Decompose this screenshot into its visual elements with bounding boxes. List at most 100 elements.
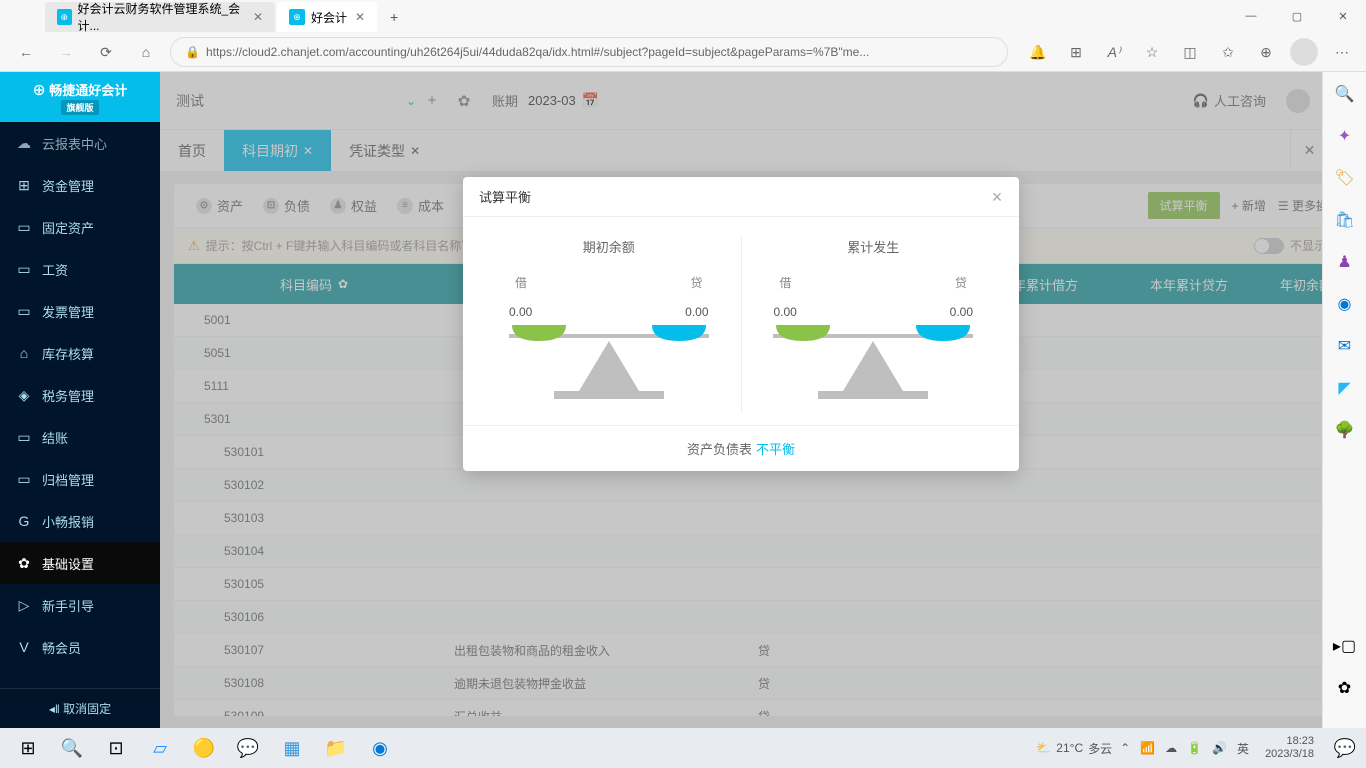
outlook-icon[interactable]: ✉ — [1333, 334, 1357, 358]
window-close[interactable]: ✕ — [1320, 0, 1366, 32]
sidebar-item-guide[interactable]: ▷新手引导 — [0, 584, 160, 626]
task-view-button[interactable]: ⊡ — [94, 728, 138, 768]
sidebar-item-archive[interactable]: ▭归档管理 — [0, 458, 160, 500]
back-button[interactable]: ← — [10, 36, 42, 68]
wifi-icon[interactable]: 📶 — [1140, 741, 1155, 755]
games-icon[interactable]: ♟ — [1333, 250, 1357, 274]
ime-indicator[interactable]: 英 — [1237, 740, 1249, 757]
modal-footer: 资产负债表 不平衡 — [463, 425, 1019, 471]
reload-button[interactable]: ⟳ — [90, 36, 122, 68]
sparkle-icon[interactable]: ✦ — [1333, 124, 1357, 148]
tab-title: 好会计云财务软件管理系统_会计... — [78, 0, 245, 34]
box-icon: ▭ — [16, 261, 32, 277]
trial-balance-modal: 试算平衡 × 期初余额 借贷 0.000.00 — [463, 177, 1019, 471]
sidebar-item-salary[interactable]: ▭工资 — [0, 248, 160, 290]
scale-opening-balance: 期初余额 借贷 0.000.00 — [477, 237, 742, 413]
sidebar-collapse-button[interactable]: ◂‖ 取消固定 — [0, 688, 160, 728]
modal-close-button[interactable]: × — [983, 183, 1011, 211]
browser-tabs: ⊕ 好会计云财务软件管理系统_会计... ✕ ⊕ 好会计 ✕ + — [0, 0, 1366, 32]
modal-header: 试算平衡 × — [463, 177, 1019, 217]
tab-close-icon[interactable]: ✕ — [253, 10, 263, 24]
battery-icon[interactable]: 🔋 — [1187, 741, 1202, 755]
taskbar-app2[interactable]: ▦ — [270, 728, 314, 768]
taskbar-wechat[interactable]: 💬 — [226, 728, 270, 768]
box-icon: ▭ — [16, 303, 32, 319]
notification-icon[interactable]: 🔔 — [1024, 38, 1052, 66]
browser-tab-2[interactable]: ⊕ 好会计 ✕ — [277, 2, 377, 32]
sidebar-item-settings[interactable]: ✿基础设置 — [0, 542, 160, 584]
shopping-icon[interactable]: 🛍 — [1333, 208, 1357, 232]
profile-avatar[interactable] — [1290, 38, 1318, 66]
app-container: ⊕ 畅捷通好会计 旗舰版 ☁云报表中心 ⊞资金管理 ▭固定资产 ▭工资 ▭发票管… — [0, 72, 1366, 728]
sidebar-item-inventory[interactable]: ⌂库存核算 — [0, 332, 160, 374]
sidebar-item-assets[interactable]: ▭固定资产 — [0, 206, 160, 248]
weather-widget[interactable]: ⛅ 21°C 多云 — [1036, 740, 1112, 757]
notifications-button[interactable]: 💬 — [1330, 728, 1360, 768]
favorites-list-icon[interactable]: ✩ — [1214, 38, 1242, 66]
chevron-up-icon[interactable]: ⌃ — [1120, 741, 1130, 755]
modal-title: 试算平衡 — [479, 187, 531, 206]
tab-favicon-icon: ⊕ — [57, 9, 72, 25]
taskbar-edge[interactable]: ◉ — [358, 728, 402, 768]
extensions-icon[interactable]: ⊞ — [1062, 38, 1090, 66]
play-icon: ▷ — [16, 597, 32, 613]
plant-icon[interactable]: 🌳 — [1333, 418, 1357, 442]
forward-button[interactable]: → — [50, 36, 82, 68]
tab-title: 好会计 — [311, 9, 347, 26]
box-icon: ▭ — [16, 471, 32, 487]
collections-icon[interactable]: ⊕ — [1252, 38, 1280, 66]
sidebar-item-tax[interactable]: ◈税务管理 — [0, 374, 160, 416]
sidebar-item-funds[interactable]: ⊞资金管理 — [0, 164, 160, 206]
url-text: https://cloud2.chanjet.com/accounting/uh… — [206, 45, 869, 59]
tab-close-icon[interactable]: ✕ — [355, 10, 365, 24]
clock[interactable]: 18:23 2023/3/18 — [1265, 735, 1314, 761]
sidebar-icon[interactable]: ◫ — [1176, 38, 1204, 66]
logo: ⊕ 畅捷通好会计 旗舰版 — [0, 72, 160, 122]
sidebar-item-closing[interactable]: ▭结账 — [0, 416, 160, 458]
balance-scale-icon — [758, 323, 988, 413]
favorite-icon[interactable]: ☆ — [1138, 38, 1166, 66]
logo-badge: 旗舰版 — [61, 100, 98, 115]
weather-icon: ⛅ — [1036, 741, 1051, 755]
rail-toggle-icon[interactable]: ▸▢ — [1333, 634, 1357, 658]
start-button[interactable]: ⊞ — [6, 728, 50, 768]
menu-icon[interactable]: ⋯ — [1328, 38, 1356, 66]
new-tab-button[interactable]: + — [379, 2, 409, 32]
browser-tab-1[interactable]: ⊕ 好会计云财务软件管理系统_会计... ✕ — [45, 2, 275, 32]
edge-icon[interactable]: ◉ — [1333, 292, 1357, 316]
box-icon: ▭ — [16, 429, 32, 445]
g-icon: G — [16, 513, 32, 529]
gear-icon: ✿ — [16, 555, 32, 571]
modal-overlay[interactable]: 试算平衡 × 期初余额 借贷 0.000.00 — [160, 72, 1322, 728]
tab-favicon-icon: ⊕ — [289, 9, 305, 25]
home-button[interactable]: ⌂ — [130, 36, 162, 68]
sidebar-item-expense[interactable]: G小畅报销 — [0, 500, 160, 542]
balance-scale-icon — [494, 323, 724, 413]
edge-side-rail: 🔍 ✦ 🏷 🛍 ♟ ◉ ✉ ◤ 🌳 ▸▢ ✿ — [1322, 72, 1366, 728]
diamond-icon: ◈ — [16, 387, 32, 403]
sidebar-item-report[interactable]: ☁云报表中心 — [0, 122, 160, 164]
read-aloud-icon[interactable]: A⁾ — [1100, 38, 1128, 66]
window-maximize[interactable]: ▢ — [1274, 0, 1320, 32]
tag-icon[interactable]: 🏷 — [1333, 166, 1357, 190]
taskbar-explorer[interactable]: 📁 — [314, 728, 358, 768]
cloud-icon[interactable]: ☁ — [1165, 741, 1177, 755]
search-button[interactable]: 🔍 — [50, 728, 94, 768]
rail-settings-icon[interactable]: ✿ — [1333, 676, 1357, 700]
search-icon[interactable]: 🔍 — [1333, 82, 1357, 106]
telegram-icon[interactable]: ◤ — [1333, 376, 1357, 400]
scale-cumulative: 累计发生 借贷 0.000.00 — [742, 237, 1006, 413]
sidebar-item-invoice[interactable]: ▭发票管理 — [0, 290, 160, 332]
address-bar: ← → ⟳ ⌂ 🔒 https://cloud2.chanjet.com/acc… — [0, 32, 1366, 72]
taskbar-chrome[interactable]: 🟡 — [182, 728, 226, 768]
window-minimize[interactable]: — — [1228, 0, 1274, 32]
taskbar-app[interactable]: ▱ — [138, 728, 182, 768]
windows-taskbar: ⊞ 🔍 ⊡ ▱ 🟡 💬 ▦ 📁 ◉ ⛅ 21°C 多云 ⌃ 📶 ☁ 🔋 🔊 英 … — [0, 728, 1366, 768]
cloud-icon: ☁ — [16, 135, 32, 151]
sidebar-item-member[interactable]: V畅会员 — [0, 626, 160, 668]
url-field[interactable]: 🔒 https://cloud2.chanjet.com/accounting/… — [170, 37, 1008, 67]
balance-status-link[interactable]: 不平衡 — [756, 439, 795, 458]
house-icon: ⌂ — [16, 345, 32, 361]
system-tray[interactable]: ⌃ 📶 ☁ 🔋 🔊 英 — [1120, 740, 1249, 757]
volume-icon[interactable]: 🔊 — [1212, 741, 1227, 755]
